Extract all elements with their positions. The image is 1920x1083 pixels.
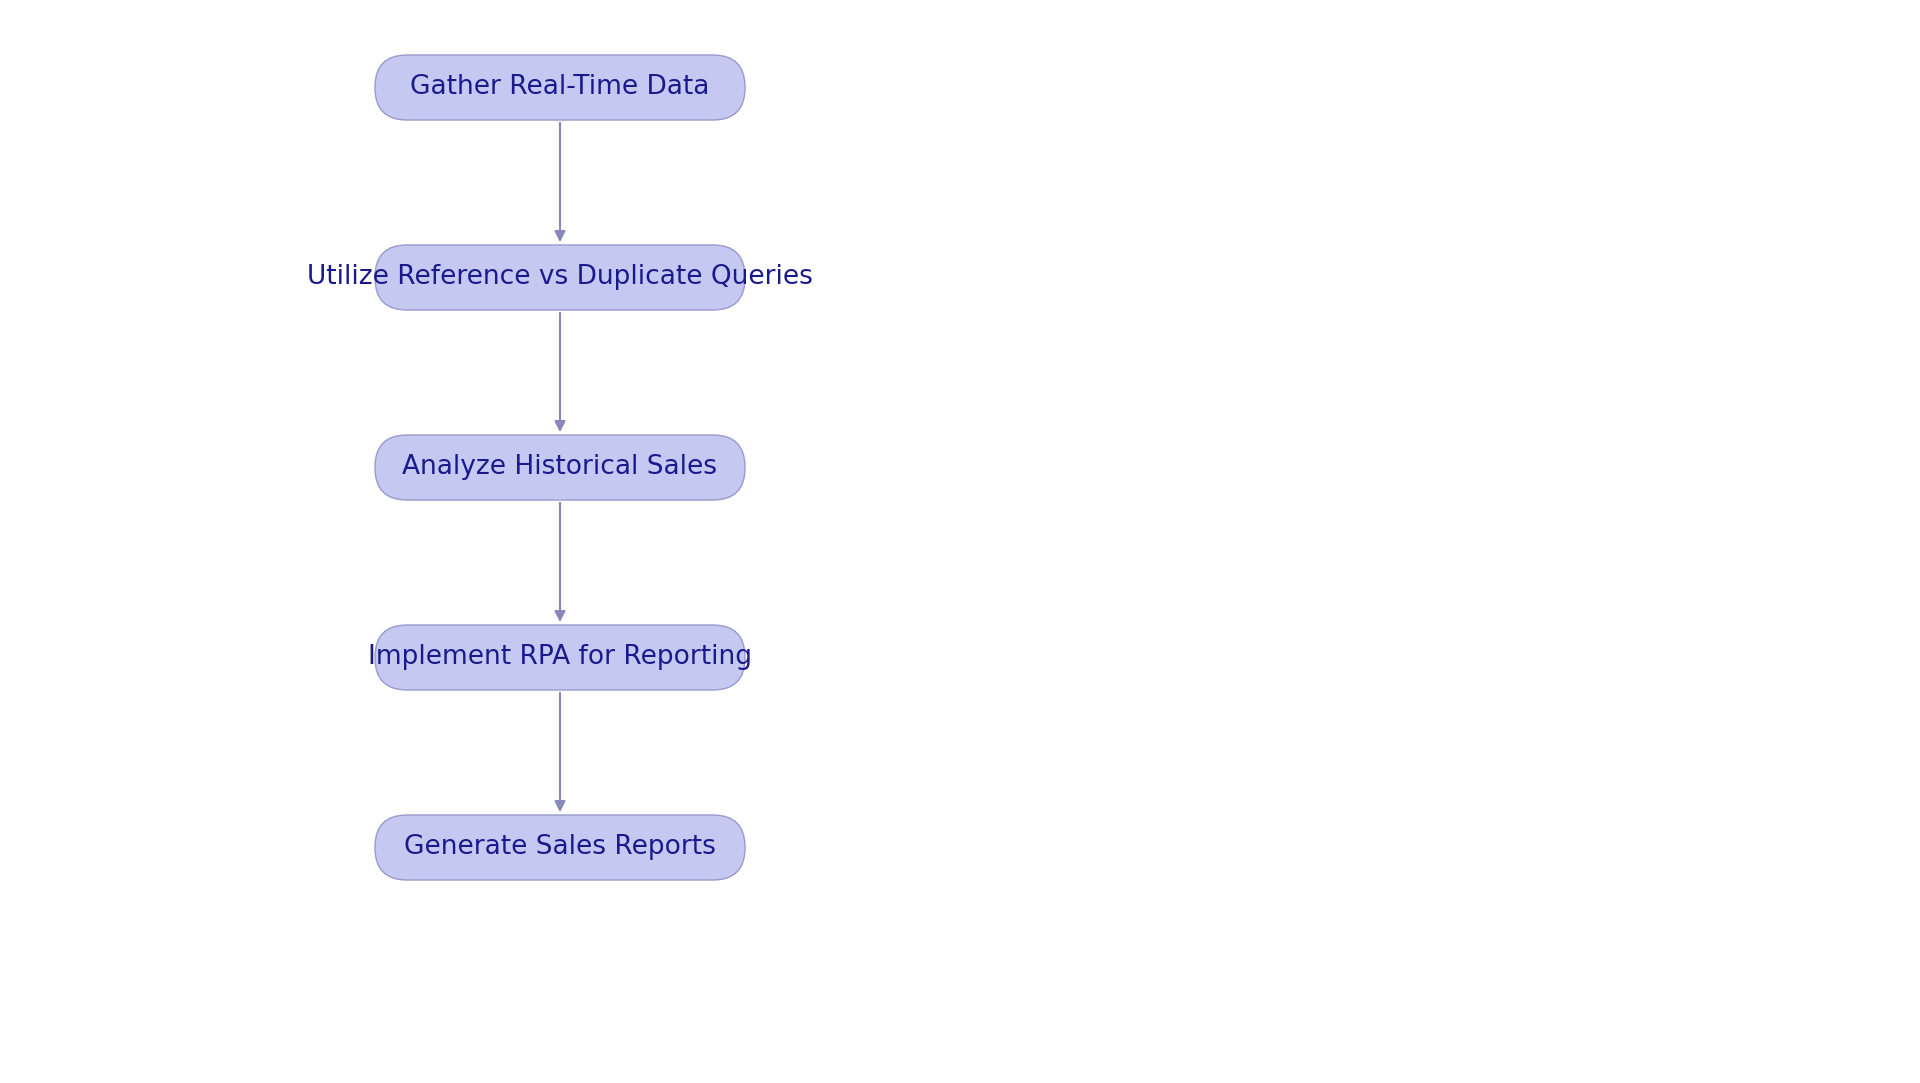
Text: Implement RPA for Reporting: Implement RPA for Reporting xyxy=(369,644,753,670)
Text: Generate Sales Reports: Generate Sales Reports xyxy=(403,835,716,861)
Text: Analyze Historical Sales: Analyze Historical Sales xyxy=(403,455,718,481)
FancyBboxPatch shape xyxy=(374,815,745,880)
FancyBboxPatch shape xyxy=(374,435,745,500)
FancyBboxPatch shape xyxy=(374,245,745,310)
Text: Gather Real-Time Data: Gather Real-Time Data xyxy=(411,75,710,101)
Text: Utilize Reference vs Duplicate Queries: Utilize Reference vs Duplicate Queries xyxy=(307,264,812,290)
FancyBboxPatch shape xyxy=(374,625,745,690)
FancyBboxPatch shape xyxy=(374,55,745,120)
